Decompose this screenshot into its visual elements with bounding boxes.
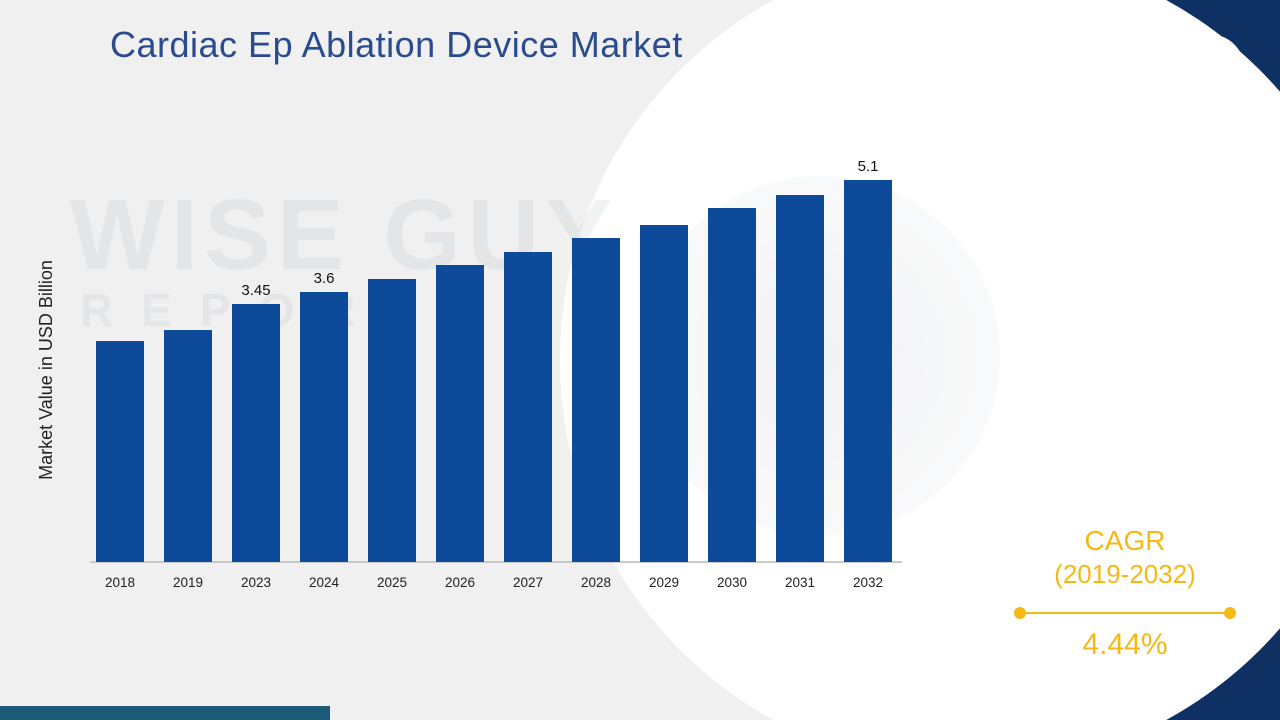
y-axis-label: Market Value in USD Billion [36, 0, 56, 150]
chart-area: 3.453.65.1 20182019202320242025202620272… [72, 150, 892, 590]
x-tick-label: 2032 [844, 575, 892, 590]
bar-wrap [708, 208, 756, 562]
x-tick-label: 2026 [436, 575, 484, 590]
bar [164, 330, 212, 562]
bar-wrap: 5.1 [844, 180, 892, 562]
cagr-value: 4.44% [996, 628, 1254, 662]
bar [844, 180, 892, 562]
cagr-box: CAGR (2019-2032) 4.44% [996, 525, 1254, 662]
bar-value-label: 3.45 [241, 282, 270, 299]
x-tick-label: 2018 [96, 575, 144, 590]
bar-wrap [436, 265, 484, 562]
infographic-canvas: Cardiac Ep Ablation Device Market WISE G… [0, 0, 1280, 720]
bar [640, 225, 688, 562]
bar-value-label: 5.1 [858, 158, 879, 175]
bar [572, 238, 620, 562]
x-tick-label: 2025 [368, 575, 416, 590]
x-labels-container: 2018 2019 2023 2024 2025 2026 2027 2028 2029 2030… [96, 575, 892, 590]
bar-wrap [504, 252, 552, 562]
bar [708, 208, 756, 562]
cagr-separator [1020, 612, 1230, 614]
bar-wrap: 3.45 [232, 304, 280, 562]
x-tick-label: 2019 [164, 575, 212, 590]
head-icon [1162, 30, 1252, 130]
bar [504, 252, 552, 562]
bar [776, 195, 824, 562]
bar-wrap [164, 330, 212, 562]
x-tick-label: 2023 [232, 575, 280, 590]
x-tick-label: 2024 [300, 575, 348, 590]
bar-wrap: 3.6 [300, 292, 348, 562]
brand-logo: WISE GUY R E P O R T S [982, 20, 1246, 66]
bar [232, 304, 280, 562]
bar-value-label: 3.6 [314, 270, 335, 287]
chart-title: Cardiac Ep Ablation Device Market [110, 24, 683, 66]
bar-wrap [368, 279, 416, 562]
bar-wrap [96, 341, 144, 562]
bar [300, 292, 348, 562]
bar [436, 265, 484, 562]
bar-wrap [776, 195, 824, 562]
logo-line1: WISE GUY [982, 20, 1176, 52]
cagr-label: CAGR [996, 525, 1254, 557]
cagr-period: (2019-2032) [996, 559, 1254, 590]
bottom-strip [0, 706, 330, 720]
logo-line2: R E P O R T S [982, 50, 1176, 66]
x-tick-label: 2030 [708, 575, 756, 590]
bars-container: 3.45 3.6 5.1 [96, 150, 892, 562]
x-tick-label: 2027 [504, 575, 552, 590]
x-tick-label: 2028 [572, 575, 620, 590]
x-tick-label: 2029 [640, 575, 688, 590]
bar [368, 279, 416, 562]
bar [96, 341, 144, 562]
bar-wrap [572, 238, 620, 562]
bar-wrap [640, 225, 688, 562]
x-tick-label: 2031 [776, 575, 824, 590]
